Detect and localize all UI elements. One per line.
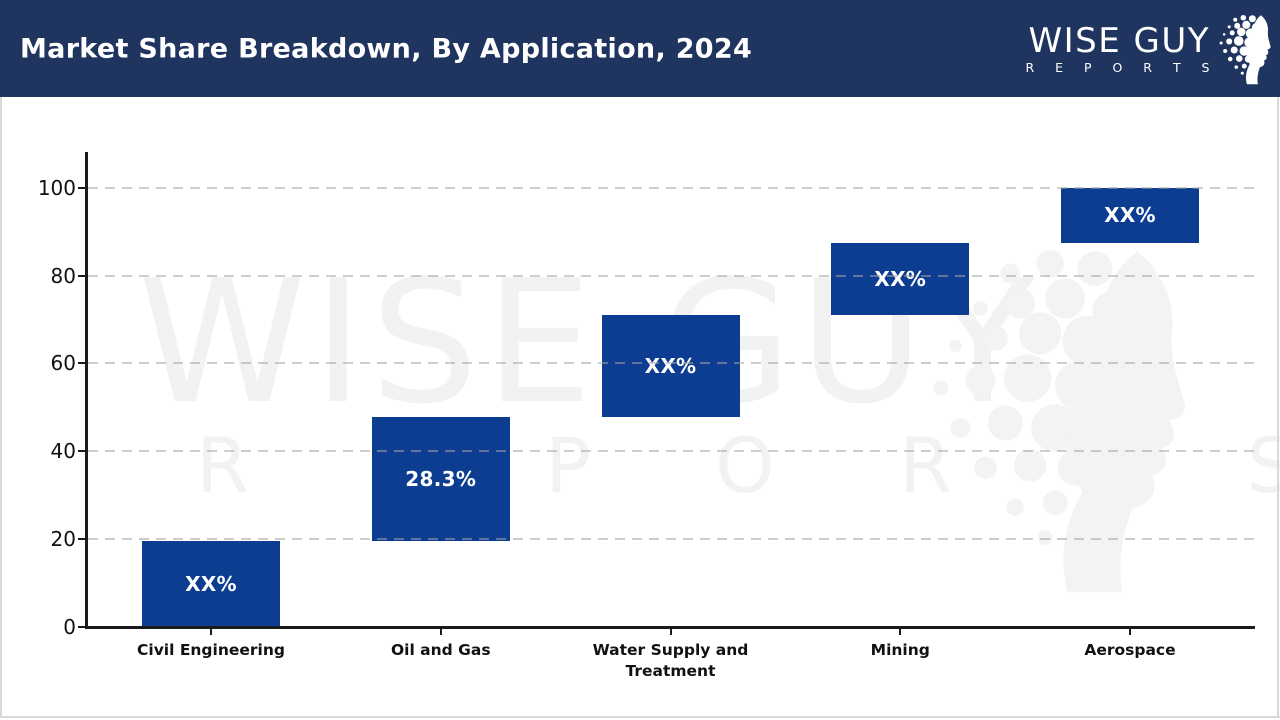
y-tick-label: 20: [50, 527, 76, 552]
x-axis-label-mining: Mining: [870, 641, 930, 659]
x-axis-tick: [1129, 627, 1131, 635]
bar-value-label: XX%: [1104, 203, 1156, 228]
x-axis-label-aerospace: Aerospace: [1084, 641, 1176, 659]
bar-aerospace: XX%: [1061, 187, 1199, 244]
y-tick-label: 80: [50, 263, 76, 288]
bar-value-label: XX%: [644, 353, 697, 378]
gridline: [88, 274, 1256, 277]
header-bar: Market Share Breakdown, By Application, …: [0, 0, 1280, 97]
bar-oil-and-gas: 28.3%: [371, 417, 510, 542]
bar-civil-engineering: XX%: [142, 541, 280, 627]
y-axis-tick: [78, 362, 86, 365]
x-axis-tick: [439, 627, 442, 635]
x-axis-label-oil-and-gas: Oil and Gas: [390, 641, 491, 659]
x-axis-label-water-supply-and-treatment: Water Supply and Treatment: [592, 641, 749, 680]
y-axis-tick: [78, 538, 86, 541]
y-axis-line: [85, 152, 88, 629]
brand-name: WISE GUY: [1028, 20, 1210, 61]
brand-logo-text: WISE GUY R E P O R T S: [1025, 24, 1210, 75]
y-axis-tick: [78, 450, 86, 453]
gridline: [88, 186, 1256, 189]
y-tick-label: 0: [63, 615, 76, 639]
bottom-border: [0, 716, 1280, 718]
bar-value-label: 28.3%: [405, 467, 477, 492]
x-axis-label-civil-engineering: Civil Engineering: [137, 641, 285, 659]
bar-value-label: XX%: [874, 266, 927, 291]
x-axis-tick: [899, 627, 902, 635]
gridline: [88, 450, 1256, 453]
chart-title: Market Share Breakdown, By Application, …: [20, 33, 753, 64]
y-axis-tick: [78, 274, 86, 277]
right-border: [1277, 97, 1279, 718]
y-axis-tick: [78, 626, 86, 628]
brand-face-icon: [1204, 7, 1272, 91]
x-axis-tick: [210, 627, 212, 635]
bar-mining: XX%: [831, 243, 970, 315]
x-axis-tick: [669, 627, 672, 635]
y-tick-label: 60: [50, 351, 76, 376]
y-tick-label: 100: [37, 175, 76, 200]
brand-subtitle: R E P O R T S: [1025, 59, 1218, 75]
bar-value-label: XX%: [185, 572, 237, 597]
y-tick-label: 40: [50, 439, 76, 464]
left-border: [0, 97, 2, 718]
y-axis-tick: [78, 186, 86, 189]
gridline: [88, 538, 1256, 541]
gridline: [88, 362, 1256, 365]
bar-water-supply-and-treatment: XX%: [601, 314, 740, 418]
brand-logo: WISE GUY R E P O R T S: [1025, 6, 1272, 92]
